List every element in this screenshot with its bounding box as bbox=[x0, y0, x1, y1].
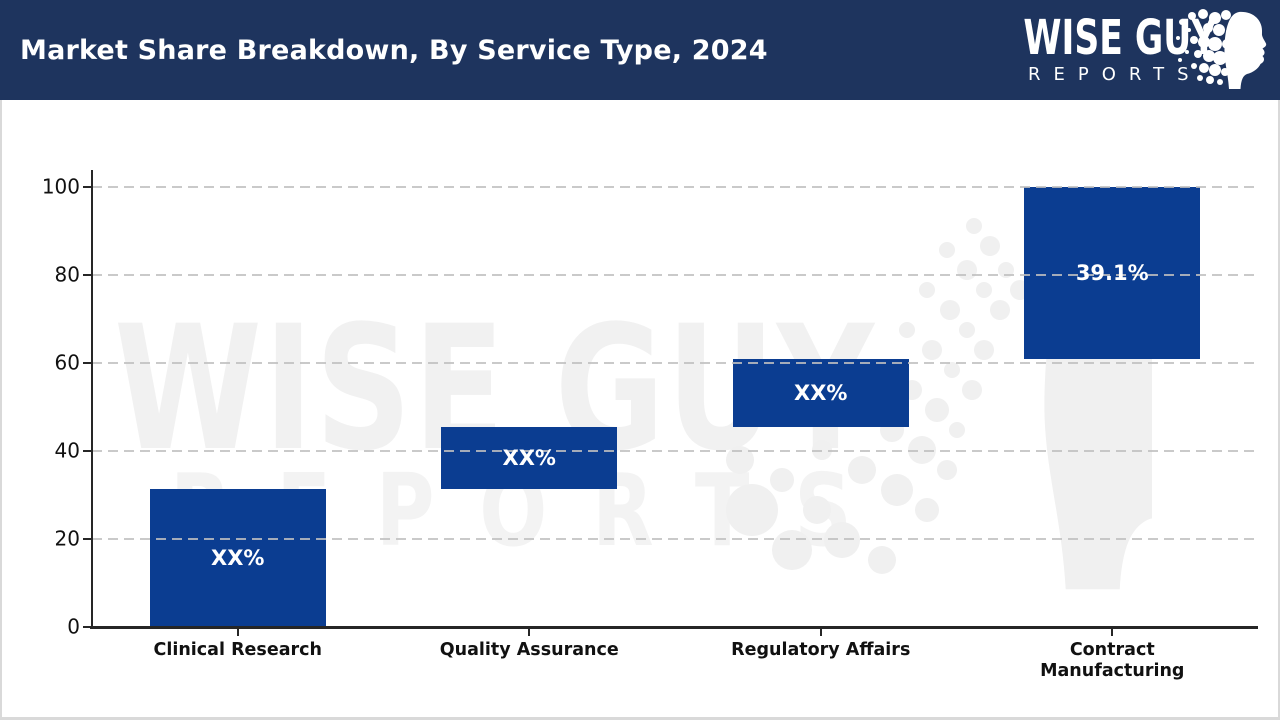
y-tick-label: 20 bbox=[54, 526, 80, 551]
bar-3 bbox=[1024, 187, 1201, 360]
x-tick-mark bbox=[236, 627, 239, 636]
y-tick-label: 0 bbox=[67, 614, 80, 639]
header-bar: Market Share Breakdown, By Service Type,… bbox=[0, 0, 1280, 100]
bar-value-label: XX% bbox=[211, 545, 265, 570]
x-tick-mark bbox=[1111, 627, 1114, 636]
y-tick-mark bbox=[83, 626, 92, 628]
logo-wordmark: WISE GUY bbox=[1023, 9, 1217, 65]
y-tick-mark bbox=[83, 538, 92, 540]
y-tick-label: 40 bbox=[54, 438, 80, 463]
x-axis-line bbox=[90, 626, 1258, 629]
gridline-20 bbox=[92, 538, 1258, 540]
category-label: Quality Assurance bbox=[439, 640, 619, 660]
bar-2 bbox=[732, 359, 909, 427]
logo-text-line1: WISE GUY bbox=[1023, 9, 1217, 65]
bar-0 bbox=[149, 488, 326, 627]
gridline-100 bbox=[92, 186, 1258, 188]
bar-value-label: XX% bbox=[794, 380, 848, 405]
gridline-60 bbox=[92, 362, 1258, 364]
y-tick-label: 100 bbox=[41, 174, 80, 199]
y-tick-mark bbox=[83, 450, 92, 452]
x-tick-mark bbox=[819, 627, 822, 636]
category-label: Regulatory Affairs bbox=[731, 640, 911, 660]
y-tick-label: 60 bbox=[54, 350, 80, 375]
gridline-40 bbox=[92, 450, 1258, 452]
logo-text-line2: REPORTS bbox=[1028, 64, 1202, 85]
wiseguy-logo: WISE GUY REPORTS bbox=[1023, 9, 1267, 89]
category-label: Clinical Research bbox=[153, 640, 322, 660]
y-tick-mark bbox=[83, 274, 92, 276]
chart-body: WISE GUY REPORTS bbox=[0, 100, 1280, 720]
logo-face-icon bbox=[1224, 11, 1267, 89]
bar-value-label: 39.1% bbox=[1075, 261, 1149, 286]
bar-value-label: XX% bbox=[502, 445, 556, 470]
y-tick-mark bbox=[83, 186, 92, 188]
y-tick-label: 80 bbox=[54, 262, 80, 287]
y-axis-line bbox=[91, 170, 93, 628]
y-tick-mark bbox=[83, 362, 92, 364]
page-title: Market Share Breakdown, By Service Type,… bbox=[20, 34, 768, 66]
gridline-80 bbox=[92, 274, 1258, 276]
logo-dots bbox=[1170, 9, 1240, 85]
bar-1 bbox=[441, 426, 618, 489]
x-tick-mark bbox=[528, 627, 531, 636]
category-label: Contract Manufacturing bbox=[1040, 640, 1185, 681]
